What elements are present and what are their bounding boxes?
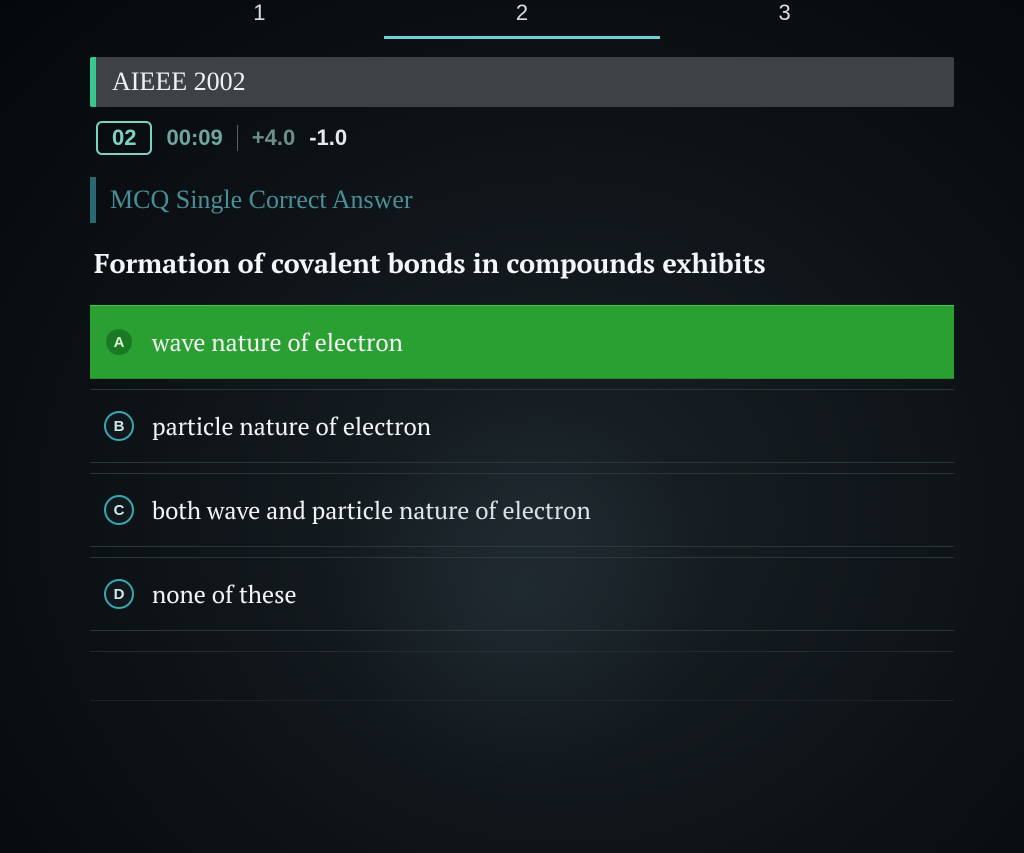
option-b[interactable]: B particle nature of electron [90, 389, 954, 463]
tab-3[interactable]: 3 [655, 0, 914, 32]
question-type-wrap: MCQ Single Correct Answer [90, 177, 954, 223]
tab-1[interactable]: 1 [130, 0, 389, 32]
option-a[interactable]: A wave nature of electron [90, 305, 954, 379]
option-text-d: none of these [152, 578, 297, 610]
option-letter-c: C [104, 495, 134, 525]
trailing-divider [90, 651, 954, 711]
question-meta: 02 00:09 +4.0 -1.0 [90, 107, 954, 163]
tab-2[interactable]: 2 [393, 0, 652, 32]
marks-positive: +4.0 [252, 125, 295, 151]
question-text: Formation of covalent bonds in compounds… [90, 223, 954, 305]
marks-negative: -1.0 [309, 125, 347, 151]
options-list: A wave nature of electron B particle nat… [90, 305, 954, 641]
option-d[interactable]: D none of these [90, 557, 954, 631]
option-text-a: wave nature of electron [152, 326, 403, 358]
exam-title-bar: AIEEE 2002 [90, 57, 954, 107]
quiz-screen: 1 2 3 AIEEE 2002 02 00:09 +4.0 -1.0 MCQ … [0, 0, 1024, 853]
tab-row: 1 2 3 [90, 0, 954, 32]
exam-title: AIEEE 2002 [112, 67, 246, 96]
meta-divider [237, 125, 238, 151]
option-text-b: particle nature of electron [152, 410, 431, 442]
option-letter-b: B [104, 411, 134, 441]
tab-underline [90, 36, 954, 39]
timer: 00:09 [166, 125, 222, 151]
option-text-c: both wave and particle nature of electro… [152, 494, 591, 526]
option-letter-d: D [104, 579, 134, 609]
option-c[interactable]: C both wave and particle nature of elect… [90, 473, 954, 547]
question-number-badge: 02 [96, 121, 152, 155]
option-letter-a: A [104, 327, 134, 357]
question-type-label: MCQ Single Correct Answer [110, 185, 954, 215]
